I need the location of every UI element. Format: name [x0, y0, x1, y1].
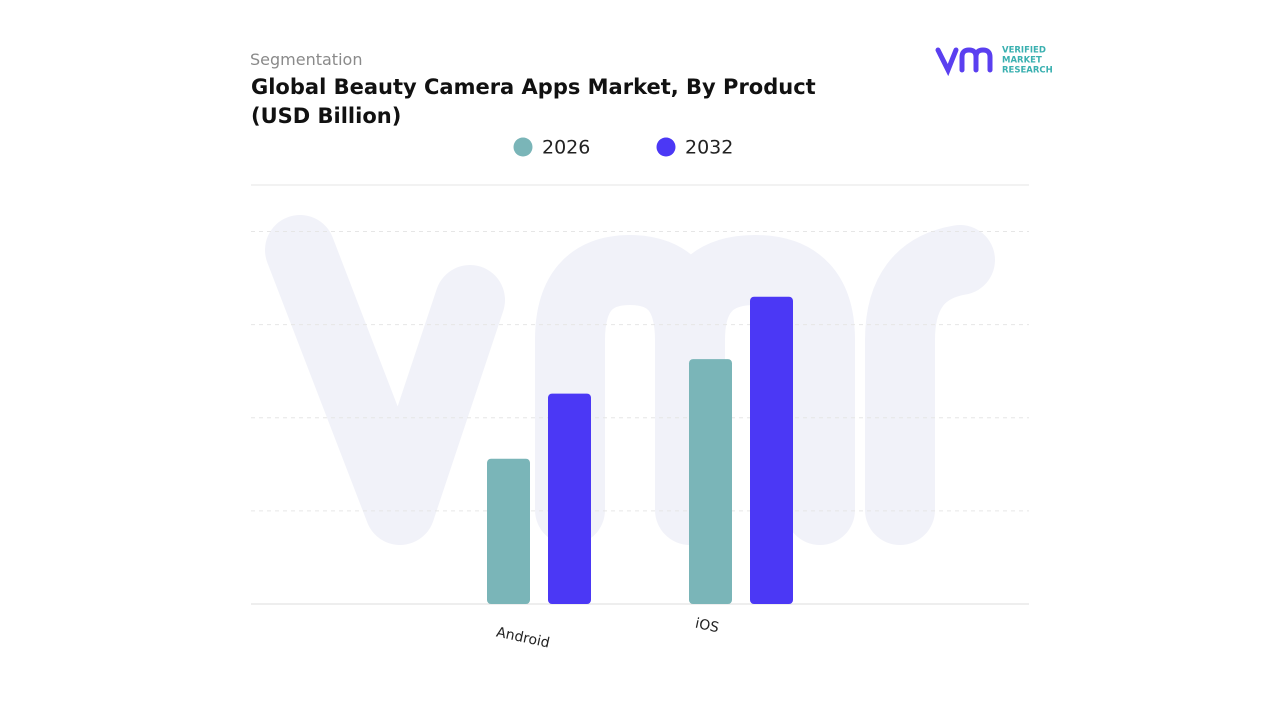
legend-swatch — [656, 137, 676, 157]
subtitle: Segmentation — [250, 50, 363, 69]
logo-text: RESEARCH — [1002, 66, 1053, 76]
legend-swatch — [513, 137, 533, 157]
legend-label: 2032 — [685, 137, 733, 159]
bar — [689, 359, 732, 604]
chart-title: Global Beauty Camera Apps Market, By Pro… — [251, 75, 816, 128]
logo-text: VERIFIED — [1002, 46, 1046, 56]
legend-label: 2026 — [542, 137, 590, 159]
x-tick-label: Android — [495, 625, 551, 652]
logo-text: MARKET — [1002, 56, 1042, 66]
bar — [548, 393, 591, 604]
bar — [750, 296, 793, 604]
watermark — [265, 215, 995, 545]
logo: VERIFIED MARKET RESEARCH — [935, 46, 1053, 77]
x-tick-label: iOS — [694, 616, 721, 637]
bar — [487, 458, 530, 604]
